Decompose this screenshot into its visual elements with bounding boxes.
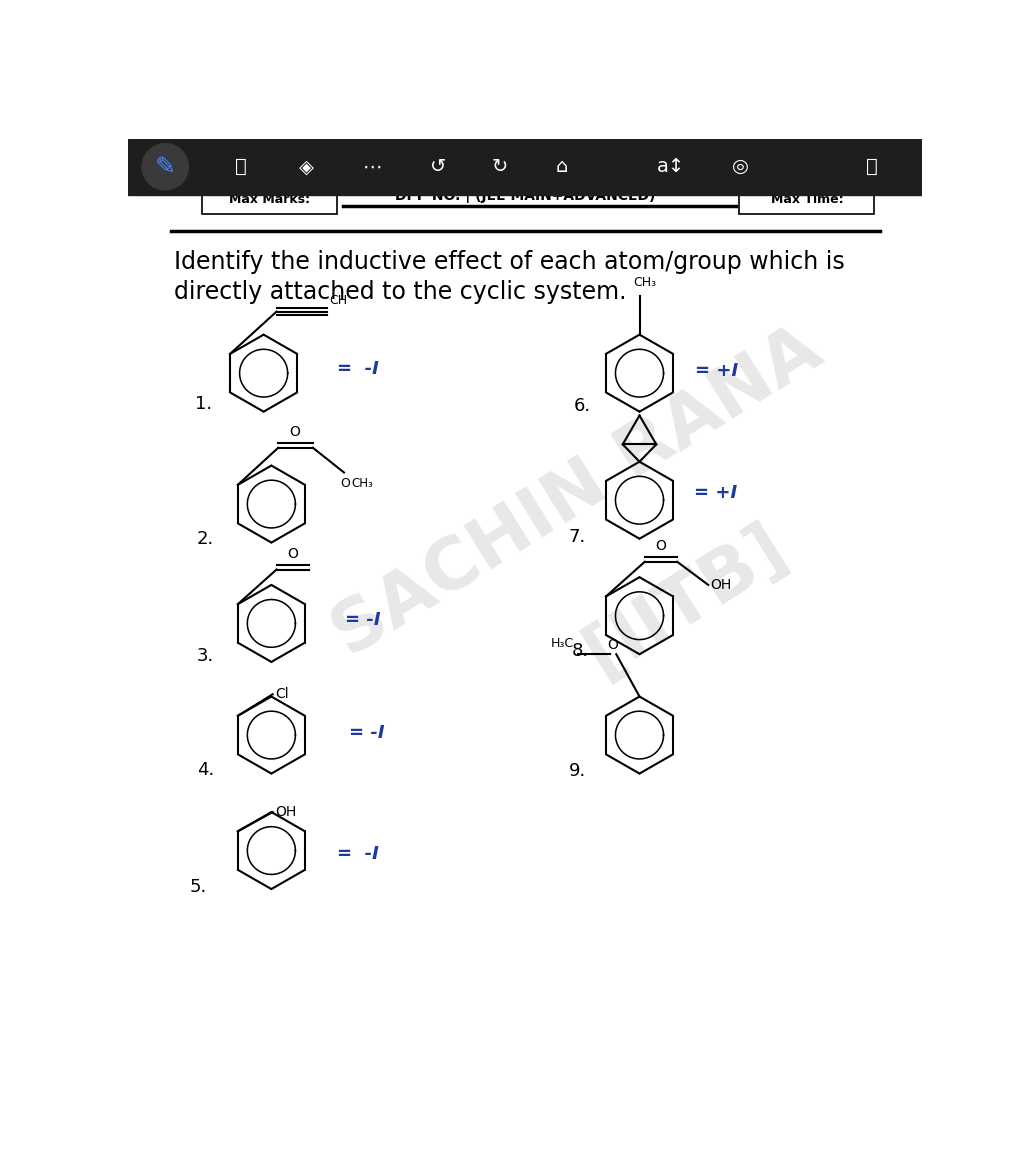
- Text: 8.: 8.: [572, 642, 589, 661]
- Text: H₃C: H₃C: [551, 637, 573, 650]
- Text: directly attached to the cyclic system.: directly attached to the cyclic system.: [174, 280, 627, 305]
- Text: = -I: = -I: [345, 611, 381, 628]
- Text: ↻: ↻: [492, 158, 508, 176]
- Text: = -I: = -I: [349, 723, 384, 742]
- Text: ◈: ◈: [299, 158, 313, 176]
- Text: Max Time:: Max Time:: [771, 194, 843, 206]
- Text: O: O: [607, 637, 617, 653]
- Text: O: O: [655, 539, 667, 553]
- Text: 4.: 4.: [197, 760, 214, 779]
- Text: Max Marks:: Max Marks:: [229, 194, 310, 206]
- Text: 3.: 3.: [197, 647, 214, 665]
- Text: 1.: 1.: [196, 395, 213, 413]
- Text: CH₃: CH₃: [633, 276, 656, 289]
- Circle shape: [142, 144, 188, 190]
- Text: 5.: 5.: [189, 877, 207, 896]
- Text: =  -I: = -I: [337, 360, 379, 378]
- Text: = +I: = +I: [695, 362, 738, 380]
- Text: ↺: ↺: [430, 158, 446, 176]
- Text: 2.: 2.: [197, 530, 214, 548]
- Text: ✎: ✎: [155, 155, 176, 178]
- Text: O: O: [288, 547, 298, 561]
- Text: a↕: a↕: [656, 158, 685, 176]
- Text: O: O: [290, 425, 301, 439]
- Text: [IITB]: [IITB]: [572, 511, 800, 688]
- Text: 6.: 6.: [573, 398, 591, 415]
- Text: ⋯: ⋯: [362, 158, 382, 176]
- FancyBboxPatch shape: [202, 187, 337, 213]
- Text: SACHIN RANA: SACHIN RANA: [321, 314, 834, 671]
- Text: 9.: 9.: [569, 763, 586, 780]
- Text: OH: OH: [275, 806, 296, 819]
- Text: =  -I: = -I: [337, 845, 379, 863]
- Text: = +I: = +I: [693, 483, 737, 502]
- Text: 🔒: 🔒: [866, 158, 878, 176]
- Text: CH₃: CH₃: [351, 476, 374, 490]
- FancyBboxPatch shape: [738, 187, 874, 213]
- Text: Cl: Cl: [275, 687, 289, 701]
- Text: O: O: [340, 476, 350, 490]
- Text: 7.: 7.: [569, 529, 586, 546]
- Text: ⌂: ⌂: [556, 158, 568, 176]
- Text: 🖊: 🖊: [234, 158, 246, 176]
- Text: DPP NO. | (JEE MAIN+ADVANCED): DPP NO. | (JEE MAIN+ADVANCED): [394, 189, 655, 203]
- Text: Identify the inductive effect of each atom/group which is: Identify the inductive effect of each at…: [174, 249, 845, 274]
- Text: ◎: ◎: [732, 158, 749, 176]
- Bar: [128, 139, 922, 195]
- Text: CH: CH: [330, 294, 347, 307]
- Text: OH: OH: [710, 578, 731, 592]
